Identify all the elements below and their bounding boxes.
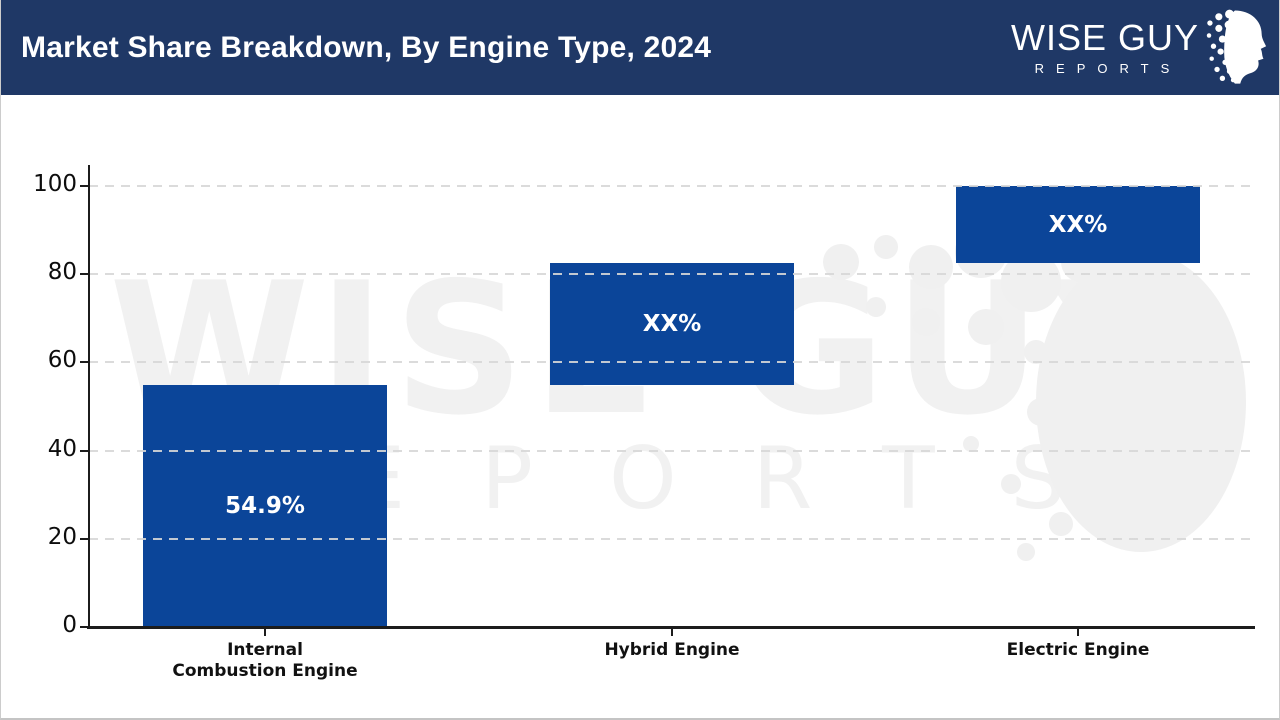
x-axis-label-line: Internal <box>227 640 303 660</box>
bar-value-label: 54.9% <box>225 492 305 519</box>
brand-name: WISE GUY <box>1010 17 1199 58</box>
x-axis-label-line: Hybrid Engine <box>604 640 740 660</box>
bar-value-label: XX% <box>642 311 702 338</box>
x-axis-label-line: Electric Engine <box>1006 640 1150 660</box>
x-axis-tick <box>264 627 266 636</box>
y-axis-tick-label: 60 <box>47 347 77 374</box>
bar-2: XX% <box>550 263 794 385</box>
y-axis-tick-label: 100 <box>33 171 77 197</box>
brand-subtitle: REPORTS <box>1034 61 1182 76</box>
y-axis-tick-label: 40 <box>47 435 77 462</box>
x-axis-label: Hybrid Engine <box>522 640 822 661</box>
page-title: Market Share Breakdown, By Engine Type, … <box>21 30 712 64</box>
bar-3: XX% <box>956 186 1200 264</box>
x-axis-tick <box>671 627 673 636</box>
y-axis-tick <box>80 537 89 540</box>
y-axis-line <box>88 165 90 628</box>
gridline <box>89 449 1255 452</box>
y-axis-tick-label: 0 <box>62 612 77 638</box>
y-axis-tick-label: 80 <box>47 259 77 286</box>
gridline <box>89 185 1255 187</box>
y-axis-tick-label: 20 <box>47 523 77 550</box>
x-axis-label: Internal Combustion Engine <box>115 640 415 682</box>
brand-logo: WISE GUY REPORTS <box>1011 6 1267 90</box>
y-axis-tick <box>80 449 89 452</box>
y-axis-tick <box>80 273 89 276</box>
x-axis-label-line: Combustion Engine <box>172 661 358 681</box>
x-axis-label: Electric Engine <box>928 640 1228 661</box>
y-axis-tick <box>80 185 89 187</box>
brand-head-icon <box>1206 9 1267 84</box>
brand-logo-text: WISE GUY REPORTS <box>1010 17 1199 76</box>
y-axis-tick <box>80 626 89 628</box>
gridline <box>89 361 1255 364</box>
header-bar: Market Share Breakdown, By Engine Type, … <box>1 0 1279 95</box>
y-axis-tick <box>80 361 89 364</box>
gridline <box>89 273 1255 276</box>
gridline <box>89 537 1255 540</box>
x-axis-tick <box>1077 627 1079 636</box>
chart-area: 0 20 40 60 80 100 54.9% XX% XX% Internal Combustio… <box>1 95 1279 718</box>
bar-1: 54.9% <box>143 384 387 627</box>
bar-value-label: XX% <box>1048 211 1108 238</box>
plot-region: 0 20 40 60 80 100 54.9% XX% XX% Internal Combustio… <box>1 95 1279 718</box>
